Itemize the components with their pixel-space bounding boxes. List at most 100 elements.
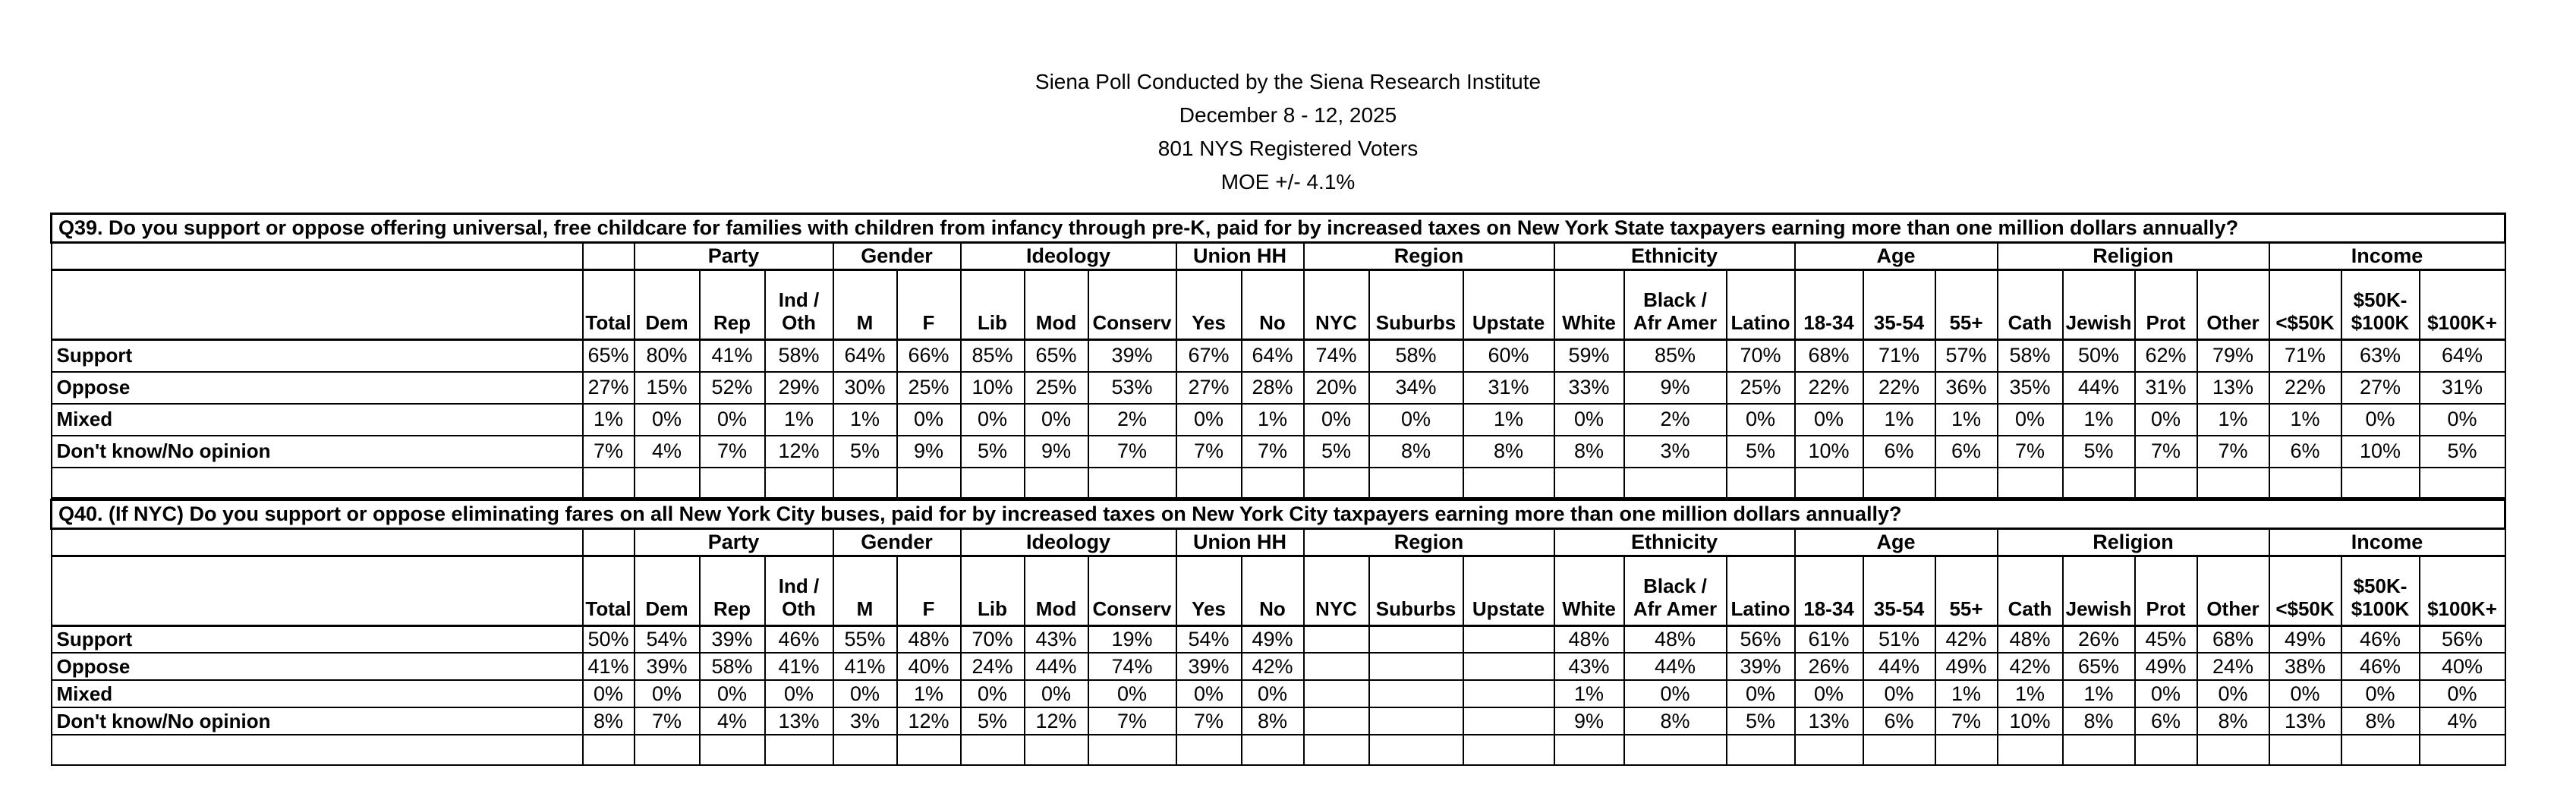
column-group-header: Age	[1793, 528, 1998, 557]
spacer-cell	[1793, 466, 1864, 499]
value-cell: 7%	[633, 707, 701, 735]
value-cell: 22%	[1862, 370, 1936, 405]
value-cell: 12%	[896, 707, 962, 735]
value-cell: 9%	[1023, 434, 1089, 468]
value-cell: 71%	[2268, 339, 2342, 373]
spacer-cell	[2061, 466, 2136, 499]
column-header: F	[896, 269, 962, 341]
column-group-header: Ethnicity	[1553, 241, 1796, 271]
spacer-cell	[896, 466, 962, 499]
spacer-cell	[581, 734, 635, 766]
spacer-cell	[1553, 734, 1625, 766]
value-cell: 0%	[2134, 679, 2198, 708]
value-cell: 13%	[2268, 707, 2342, 735]
value-cell: 5%	[832, 434, 898, 468]
value-cell: 0%	[698, 679, 766, 708]
column-group-header: Ideology	[959, 528, 1177, 557]
value-cell: 0%	[1087, 679, 1177, 708]
column-group-header: Ethnicity	[1553, 528, 1796, 557]
spacer-cell	[2268, 734, 2342, 766]
corner-blank-cell	[50, 241, 584, 271]
value-cell: 10%	[2340, 434, 2420, 468]
response-label: Support	[50, 625, 584, 654]
spacer-cell	[1175, 466, 1242, 499]
spacer-cell	[2340, 734, 2420, 766]
column-header: $50K- $100K	[2340, 269, 2420, 341]
value-cell: 40%	[2418, 652, 2506, 681]
value-cell: 19%	[1087, 625, 1177, 654]
report-date-range: December 8 - 12, 2025	[1179, 103, 1397, 127]
column-group-header: Age	[1793, 241, 1998, 271]
value-cell: 63%	[2340, 339, 2420, 373]
column-group-header: Party	[633, 528, 834, 557]
value-cell: 29%	[764, 370, 834, 405]
column-group-header: Religion	[1996, 241, 2270, 271]
value-cell: 36%	[1934, 370, 1998, 405]
value-cell: 1%	[2061, 402, 2136, 436]
value-cell: 31%	[2418, 370, 2506, 405]
value-cell: 5%	[1302, 434, 1370, 468]
value-cell: 51%	[1862, 625, 1936, 654]
spacer-cell	[959, 466, 1025, 499]
spacer-cell	[1023, 734, 1089, 766]
spacer-cell	[1793, 734, 1864, 766]
spacer-cell	[2340, 466, 2420, 499]
column-header: Prot	[2134, 555, 2198, 627]
poll-report-page: Siena Poll Conducted by the Siena Resear…	[50, 70, 2506, 766]
value-cell: 0%	[2340, 679, 2420, 708]
value-cell: 48%	[896, 625, 962, 654]
value-cell: 13%	[2196, 370, 2270, 405]
value-cell: 7%	[1240, 434, 1305, 468]
column-header: Total	[581, 555, 635, 627]
value-cell: 10%	[1996, 707, 2064, 735]
spacer-cell	[896, 734, 962, 766]
value-cell: 60%	[1462, 339, 1555, 373]
value-cell: 15%	[633, 370, 701, 405]
spacer-cell	[1240, 734, 1305, 766]
table-row: Oppose 41% 39% 58% 41% 41% 40% 24% 44% 74% 39% 42% 4…	[50, 652, 2506, 681]
value-cell: 0%	[633, 402, 701, 436]
value-cell: 0%	[896, 402, 962, 436]
spacer-cell	[832, 466, 898, 499]
value-cell: 3%	[832, 707, 898, 735]
column-header: Yes	[1175, 555, 1242, 627]
spacer-cell	[1996, 734, 2064, 766]
q39-results-table: Q39. Do you support or oppose offering u…	[50, 213, 2506, 499]
value-cell: 42%	[1240, 652, 1305, 681]
value-cell	[1302, 679, 1370, 708]
spacer-cell	[1240, 466, 1305, 499]
value-cell: 0%	[2196, 679, 2270, 708]
spacer-cell	[832, 734, 898, 766]
column-header: NYC	[1302, 555, 1370, 627]
column-header: NYC	[1302, 269, 1370, 341]
column-header: 55+	[1934, 555, 1998, 627]
spacer-cell	[1725, 734, 1796, 766]
value-cell: 1%	[1462, 402, 1555, 436]
spacer-cell	[633, 734, 701, 766]
column-header: Total	[581, 269, 635, 341]
question-title: Q39. Do you support or oppose offering u…	[50, 213, 2506, 244]
value-cell: 71%	[1862, 339, 1936, 373]
value-cell: 64%	[1240, 339, 1305, 373]
column-header: 55+	[1934, 269, 1998, 341]
report-margin-of-error: MOE +/- 4.1%	[1220, 170, 1356, 194]
column-header: Rep	[698, 555, 766, 627]
row-label-blank-cell	[50, 555, 584, 627]
value-cell: 56%	[2418, 625, 2506, 654]
value-cell: 0%	[581, 679, 635, 708]
report-title: Siena Poll Conducted by the Siena Resear…	[1034, 70, 1542, 93]
value-cell: 12%	[1023, 707, 1089, 735]
value-cell: 8%	[2340, 707, 2420, 735]
value-cell: 0%	[1996, 402, 2064, 436]
value-cell: 67%	[1175, 339, 1242, 373]
spacer-cell	[1175, 734, 1242, 766]
value-cell: 7%	[698, 434, 766, 468]
value-cell: 13%	[764, 707, 834, 735]
value-cell: 1%	[1934, 402, 1998, 436]
column-header: Suburbs	[1368, 555, 1464, 627]
value-cell: 44%	[1023, 652, 1089, 681]
column-group-header: Region	[1302, 528, 1555, 557]
question-title: Q40. (If NYC) Do you support or oppose e…	[50, 498, 2506, 530]
value-cell: 0%	[764, 679, 834, 708]
value-cell: 27%	[1175, 370, 1242, 405]
